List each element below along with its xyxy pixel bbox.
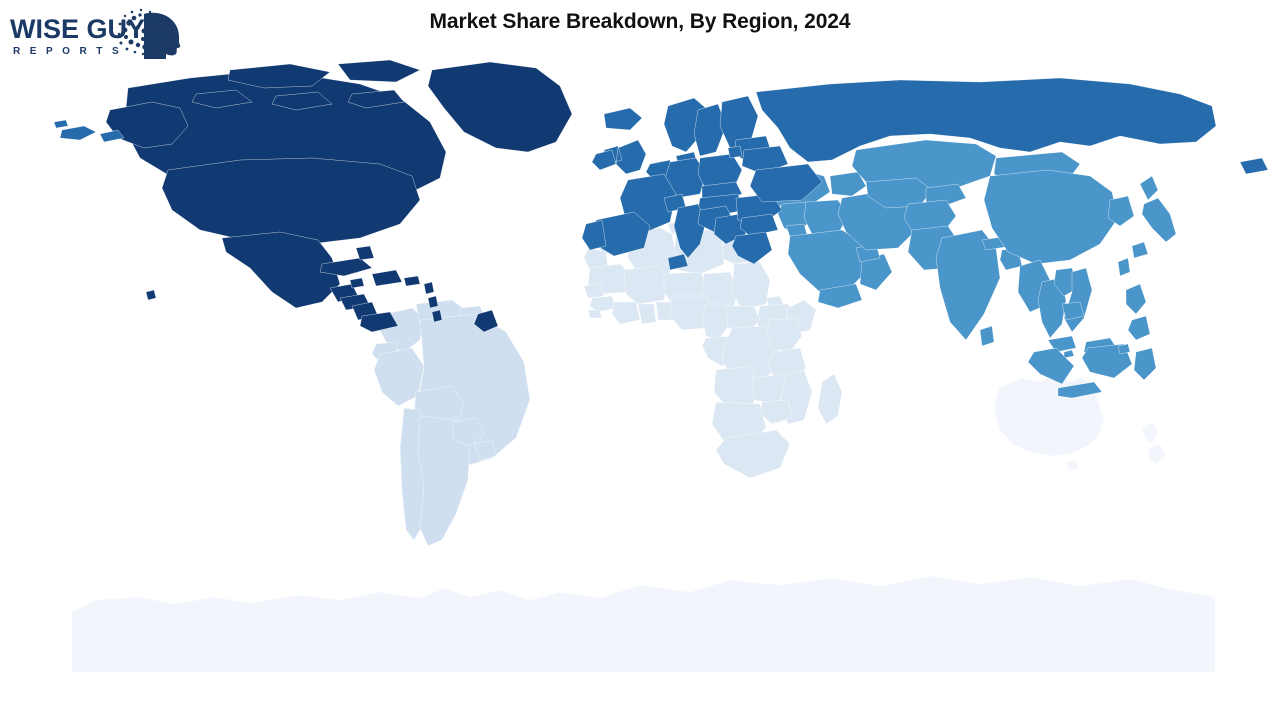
- country-greece: [732, 232, 772, 264]
- country-mexico: [222, 232, 340, 308]
- region-south-america: [372, 300, 530, 546]
- country-georgia-armenia-azerbaijan: [830, 172, 866, 196]
- country-ireland: [592, 150, 616, 170]
- country-uganda-kenya: [766, 318, 802, 352]
- country-peru: [374, 348, 424, 406]
- country-ukraine-moldova: [750, 164, 822, 202]
- country-paraguay: [452, 418, 484, 446]
- country-iceland: [604, 108, 642, 130]
- logo-svg: WISE GUY R E P O R T S: [10, 8, 181, 59]
- country-philippines: [1126, 284, 1150, 340]
- country-yemen: [818, 284, 862, 308]
- country-japan: [1132, 176, 1176, 258]
- small-island-marker: [146, 290, 156, 300]
- country-sweden: [694, 104, 726, 156]
- region-asia-pacific: [756, 140, 1176, 398]
- logo-subtext: R E P O R T S: [13, 46, 122, 57]
- country-brunei: [1118, 344, 1130, 354]
- country-jamaica: [350, 278, 364, 288]
- country-kazakhstan: [852, 140, 996, 192]
- page-title: Market Share Breakdown, By Region, 2024: [429, 10, 851, 33]
- country-madagascar: [818, 374, 842, 424]
- logo-wordmark: WISE GUY: [10, 14, 145, 44]
- country-cuba: [320, 258, 372, 276]
- country-oman: [860, 254, 892, 290]
- country-costa-rica-panama: [360, 312, 398, 332]
- country-central-african-republic: [726, 306, 760, 332]
- country-puerto-rico: [404, 276, 420, 286]
- head-profile-dots-icon: [117, 8, 181, 59]
- country-bahamas: [356, 246, 374, 260]
- choropleth-world-map: [0, 52, 1280, 712]
- country-north-south-korea: [1108, 196, 1134, 226]
- mongolia-outlier-marker: [1240, 158, 1268, 174]
- country-guinea: [590, 296, 616, 312]
- wise-guy-reports-logo: WISE GUY R E P O R T S: [8, 4, 198, 62]
- country-greenland: [428, 62, 572, 152]
- country-lesser-antilles: [424, 282, 442, 322]
- region-rest-of-world: [72, 346, 1215, 672]
- country-french-guiana: [474, 310, 498, 332]
- country-haiti-dominican: [372, 270, 402, 286]
- country-portugal: [582, 220, 606, 250]
- region-europe: [582, 78, 1216, 270]
- country-kyrgyzstan-tajikistan: [926, 184, 966, 206]
- country-mali: [624, 266, 668, 304]
- country-indonesia-sulawesi: [1134, 348, 1156, 380]
- country-singapore: [1064, 350, 1074, 358]
- aleutian-islands: [54, 120, 124, 142]
- country-indonesia-java: [1058, 382, 1102, 398]
- country-taiwan: [1118, 258, 1130, 276]
- country-cameroon: [702, 304, 730, 340]
- country-antarctica: [72, 576, 1215, 672]
- country-sudan: [732, 262, 770, 310]
- region-north-america: [106, 60, 572, 332]
- world-map-chart: [0, 52, 1280, 712]
- country-tasmania: [1066, 460, 1078, 471]
- country-russia-kaliningrad: [728, 146, 742, 158]
- country-russia: [756, 78, 1216, 162]
- country-south-africa: [716, 430, 790, 478]
- country-alaska: [106, 102, 188, 148]
- country-china: [984, 170, 1118, 264]
- country-sri-lanka: [980, 326, 994, 346]
- country-sierra-leone: [588, 310, 602, 318]
- country-new-zealand: [1142, 422, 1166, 464]
- country-italy: [668, 204, 706, 270]
- country-ivory-coast: [612, 302, 640, 324]
- country-cambodia: [1062, 302, 1084, 320]
- country-united-states: [162, 158, 420, 244]
- country-ghana: [638, 304, 656, 324]
- country-senegal: [584, 284, 604, 298]
- country-canada-arctic-islands: [192, 60, 420, 110]
- country-uruguay: [474, 440, 496, 460]
- country-indonesia-sumatra: [1028, 348, 1074, 384]
